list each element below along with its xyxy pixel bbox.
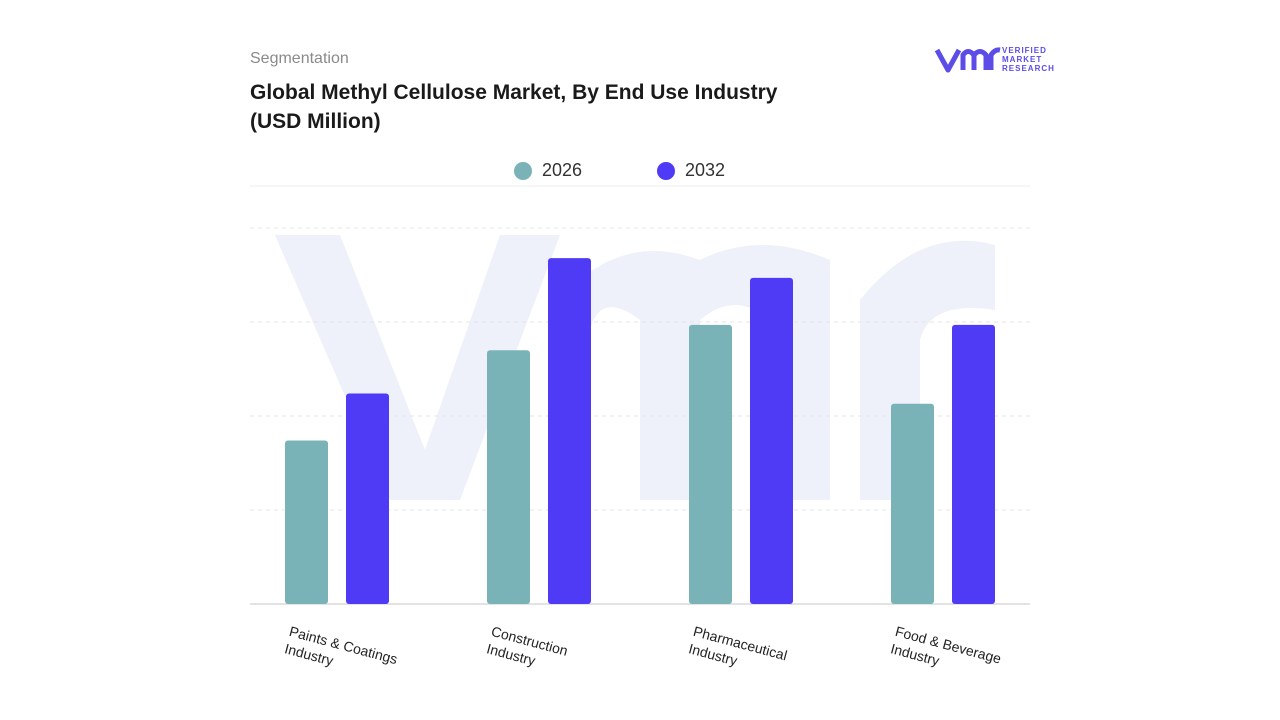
logo-text: VERIFIED MARKET RESEARCH xyxy=(1002,46,1055,73)
bar xyxy=(487,350,530,604)
legend-label: 2032 xyxy=(685,160,725,180)
legend-marker xyxy=(657,162,675,180)
bar xyxy=(285,440,328,604)
bar xyxy=(346,393,389,604)
chart-title: Global Methyl Cellulose Market, By End U… xyxy=(250,81,778,133)
bar xyxy=(548,258,591,604)
legend-marker xyxy=(514,162,532,180)
logo-mark xyxy=(934,47,1001,73)
bar xyxy=(952,324,995,604)
bar xyxy=(750,277,793,604)
segment-label: Segmentation xyxy=(250,50,349,67)
bar xyxy=(891,403,934,604)
bar xyxy=(689,324,732,604)
legend-label: 2026 xyxy=(542,160,582,180)
